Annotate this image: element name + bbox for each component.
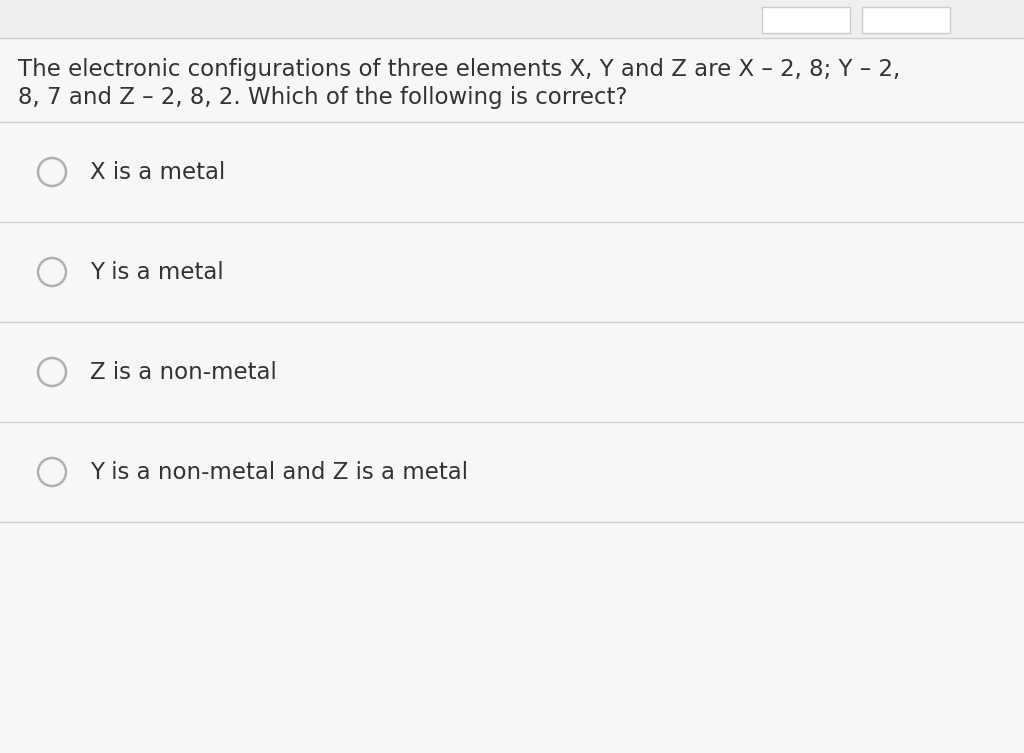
Text: The electronic configurations of three elements X, Y and Z are X – 2, 8; Y – 2,: The electronic configurations of three e… [18,58,900,81]
Text: Y is a metal: Y is a metal [90,261,223,283]
Bar [0,0,1024,38]
Text: 8, 7 and Z – 2, 8, 2. Which of the following is correct?: 8, 7 and Z – 2, 8, 2. Which of the follo… [18,86,628,109]
Bar [862,7,950,33]
Text: Z is a non-metal: Z is a non-metal [90,361,276,383]
Text: Y is a non-metal and Z is a metal: Y is a non-metal and Z is a metal [90,461,468,483]
Text: X is a metal: X is a metal [90,160,225,184]
Bar [762,7,850,33]
